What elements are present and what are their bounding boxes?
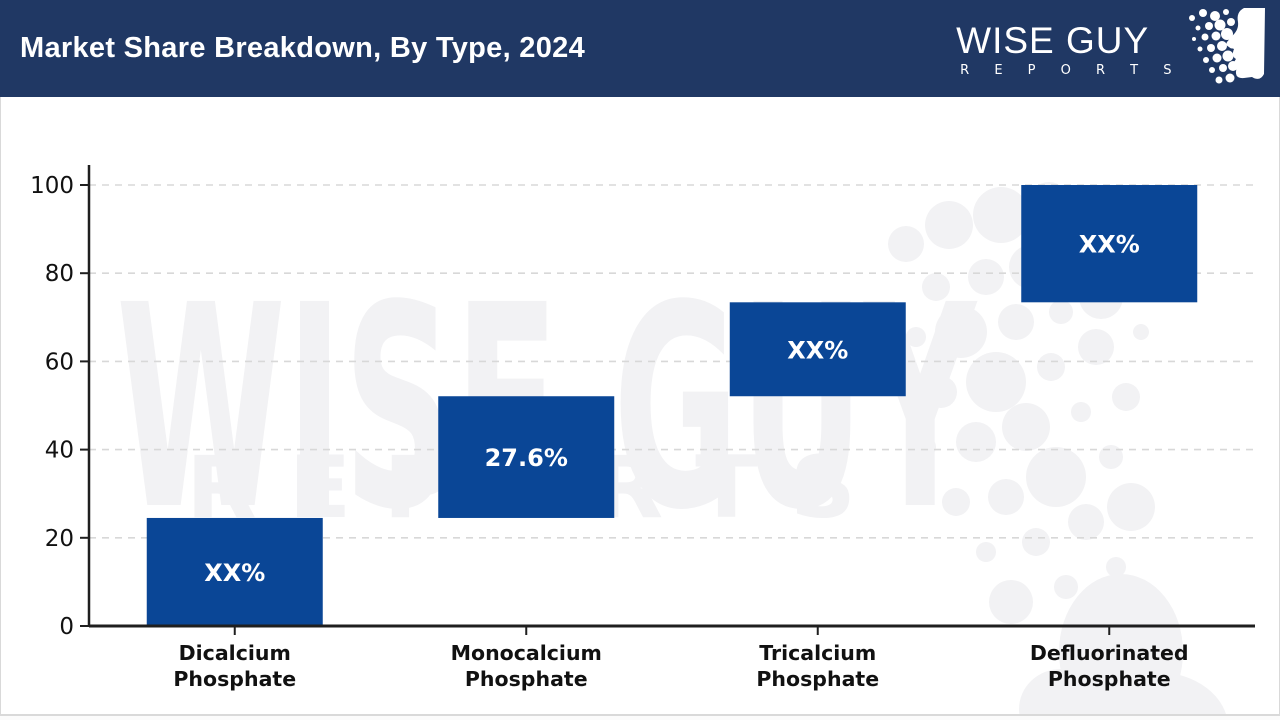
bottom-divider — [0, 714, 1280, 720]
bars: XX% 27.6% XX% XX% — [146, 185, 1198, 626]
bar-dicalcium-phosphate — [146, 517, 323, 626]
y-tick-label: 100 — [30, 173, 74, 199]
bar-value-label: XX% — [1079, 231, 1140, 259]
bar-value-label: XX% — [787, 336, 848, 364]
bar-tricalcium-phosphate — [729, 302, 906, 397]
brand-name: WISE GUY — [956, 19, 1150, 61]
x-category-label: Monocalcium Phosphate — [451, 641, 602, 691]
x-category-label: Defluorinated Phosphate — [1030, 641, 1189, 691]
bar-value-label: XX% — [204, 559, 265, 587]
header-banner: Market Share Breakdown, By Type, 2024 WI… — [0, 0, 1280, 97]
x-axis-ticks: Dicalcium Phosphate Monocalcium Phosphate Tr… — [173, 626, 1189, 691]
y-tick-label: 0 — [59, 614, 74, 640]
page-title: Market Share Breakdown, By Type, 2024 — [20, 32, 586, 64]
brand-subname: R E P O R T S — [960, 62, 1182, 78]
y-tick-label: 80 — [45, 261, 74, 287]
brand-logo: WISE GUY R E P O R T S — [956, 0, 1268, 97]
logo-face-icon — [1189, 7, 1265, 83]
watermark-face-dots-icon — [888, 182, 1226, 714]
y-axis-ticks: 0 20 40 60 80 100 — [30, 173, 89, 640]
bar-defluorinated-phosphate — [1021, 185, 1198, 303]
bar-value-label: 27.6% — [485, 444, 568, 472]
y-tick-label: 60 — [45, 349, 74, 375]
x-category-label: Tricalcium Phosphate — [756, 641, 879, 691]
y-tick-label: 20 — [45, 526, 74, 552]
bar-monocalcium-phosphate — [438, 396, 615, 518]
x-category-label: Dicalcium Phosphate — [173, 641, 296, 691]
axes — [87, 165, 1255, 628]
y-tick-label: 40 — [45, 438, 74, 464]
brand-logo-text: WISE GUY R E P O R T S — [956, 20, 1182, 78]
